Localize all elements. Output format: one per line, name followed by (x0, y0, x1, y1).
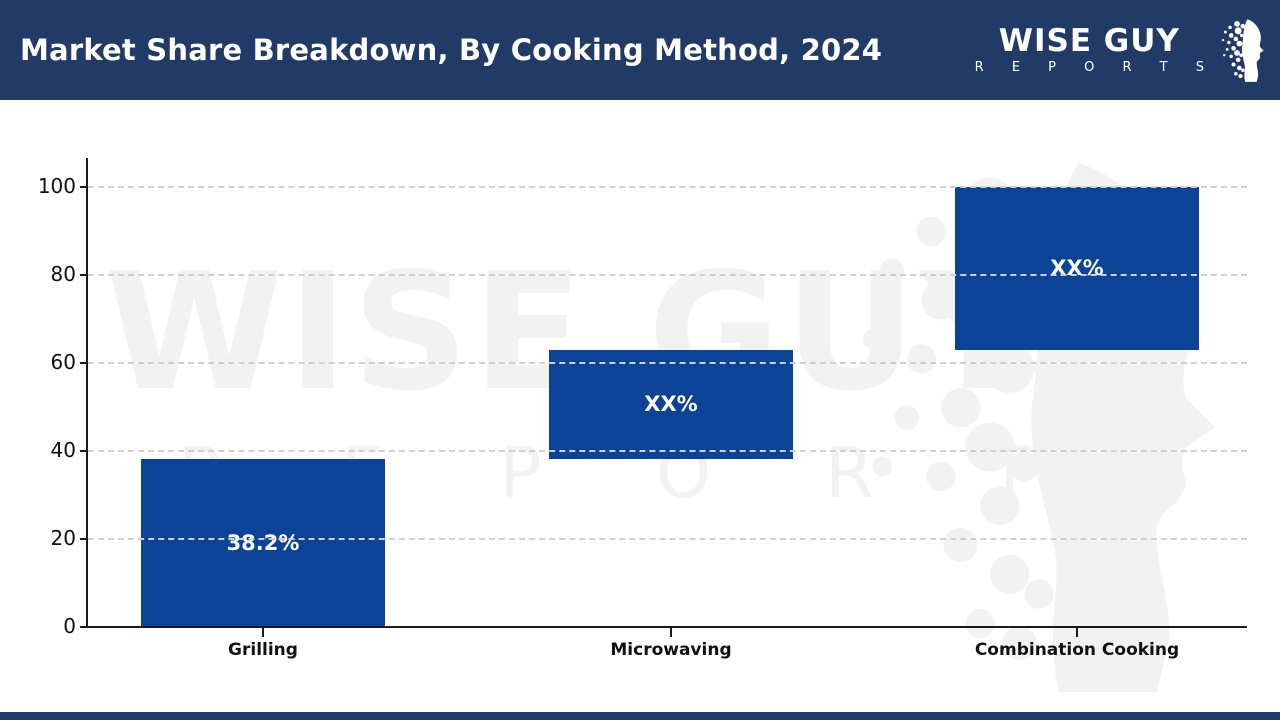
bar-grilling: 38.2% (141, 458, 385, 627)
logo-text: WISE GUY R E P O R T S (975, 23, 1204, 75)
header-bar: Market Share Breakdown, By Cooking Metho… (0, 0, 1280, 100)
category-label-combination-cooking: Combination Cooking (974, 640, 1180, 660)
gridline-80 (88, 274, 1247, 276)
y-tick-label-20: 20 (50, 526, 76, 551)
y-axis-line (86, 158, 88, 628)
bar-combination-cooking: XX% (955, 187, 1199, 350)
y-tick-0 (80, 626, 87, 628)
x-tick-grilling (262, 628, 264, 637)
y-tick-label-100: 100 (37, 174, 76, 199)
y-tick-label-40: 40 (50, 438, 76, 463)
x-axis-line (86, 626, 1247, 628)
bar-value-label-combination-cooking: XX% (1050, 256, 1104, 281)
gridline-100 (88, 186, 1247, 188)
x-tick-combination-cooking (1076, 628, 1078, 637)
y-tick-label-80: 80 (50, 262, 76, 287)
bar-value-label-microwaving: XX% (644, 392, 698, 417)
category-label-grilling: Grilling (228, 640, 298, 660)
y-tick-label-60: 60 (50, 350, 76, 375)
footer-bar (0, 712, 1280, 720)
y-tick-40 (80, 450, 87, 452)
gridline-40 (88, 450, 1247, 452)
gridline-20 (88, 538, 1247, 540)
y-tick-60 (80, 362, 87, 364)
x-tick-microwaving (670, 628, 672, 637)
y-tick-100 (80, 186, 87, 188)
logo-face-icon (1221, 19, 1264, 82)
logo-subtitle: R E P O R T S (974, 60, 1216, 75)
y-tick-20 (80, 538, 87, 540)
logo-name: WISE GUY (998, 23, 1180, 59)
y-tick-label-0: 0 (63, 614, 76, 639)
page-title: Market Share Breakdown, By Cooking Metho… (20, 33, 883, 67)
bar-value-label-grilling: 38.2% (226, 530, 300, 555)
wise-guy-reports-logo: WISE GUY R E P O R T S (975, 14, 1266, 86)
bar-microwaving: XX% (549, 349, 793, 459)
waterfall-chart: 38.2% XX% XX% 0 20 40 60 80 100 Grilling Microwav… (0, 100, 1280, 712)
category-label-microwaving: Microwaving (610, 640, 732, 660)
gridline-60 (88, 362, 1247, 364)
y-tick-80 (80, 274, 87, 276)
